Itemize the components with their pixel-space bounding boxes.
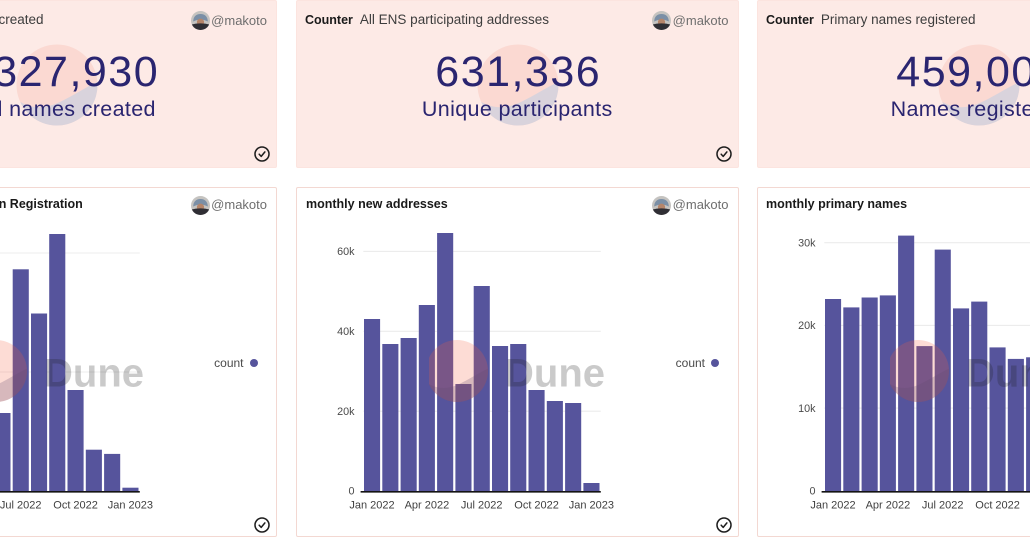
- svg-text:Jul 2022: Jul 2022: [922, 500, 964, 512]
- svg-text:Jan 2022: Jan 2022: [349, 500, 394, 512]
- svg-text:Jan 2023: Jan 2023: [107, 500, 152, 512]
- svg-text:30k: 30k: [798, 237, 816, 249]
- svg-text:0: 0: [348, 486, 354, 498]
- svg-text:40k: 40k: [337, 326, 355, 338]
- svg-text:20k: 20k: [337, 406, 355, 418]
- svg-text:Apr 2022: Apr 2022: [866, 500, 911, 512]
- svg-text:Oct 2022: Oct 2022: [53, 500, 98, 512]
- svg-text:10k: 10k: [798, 403, 816, 415]
- svg-text:Oct 2022: Oct 2022: [514, 500, 559, 512]
- svg-text:20k: 20k: [798, 320, 816, 332]
- svg-text:0: 0: [809, 486, 815, 498]
- svg-text:Jul 2022: Jul 2022: [0, 500, 41, 512]
- svg-text:Dune: Dune: [44, 352, 144, 396]
- svg-text:Dune: Dune: [505, 352, 605, 396]
- svg-text:Jan 2022: Jan 2022: [810, 500, 855, 512]
- svg-text:Oct 2022: Oct 2022: [975, 500, 1020, 512]
- svg-text:Apr 2022: Apr 2022: [405, 500, 450, 512]
- svg-text:Dune: Dune: [966, 352, 1030, 396]
- svg-text:Jul 2022: Jul 2022: [461, 500, 503, 512]
- svg-text:Jan 2023: Jan 2023: [569, 500, 614, 512]
- svg-text:60k: 60k: [337, 246, 355, 258]
